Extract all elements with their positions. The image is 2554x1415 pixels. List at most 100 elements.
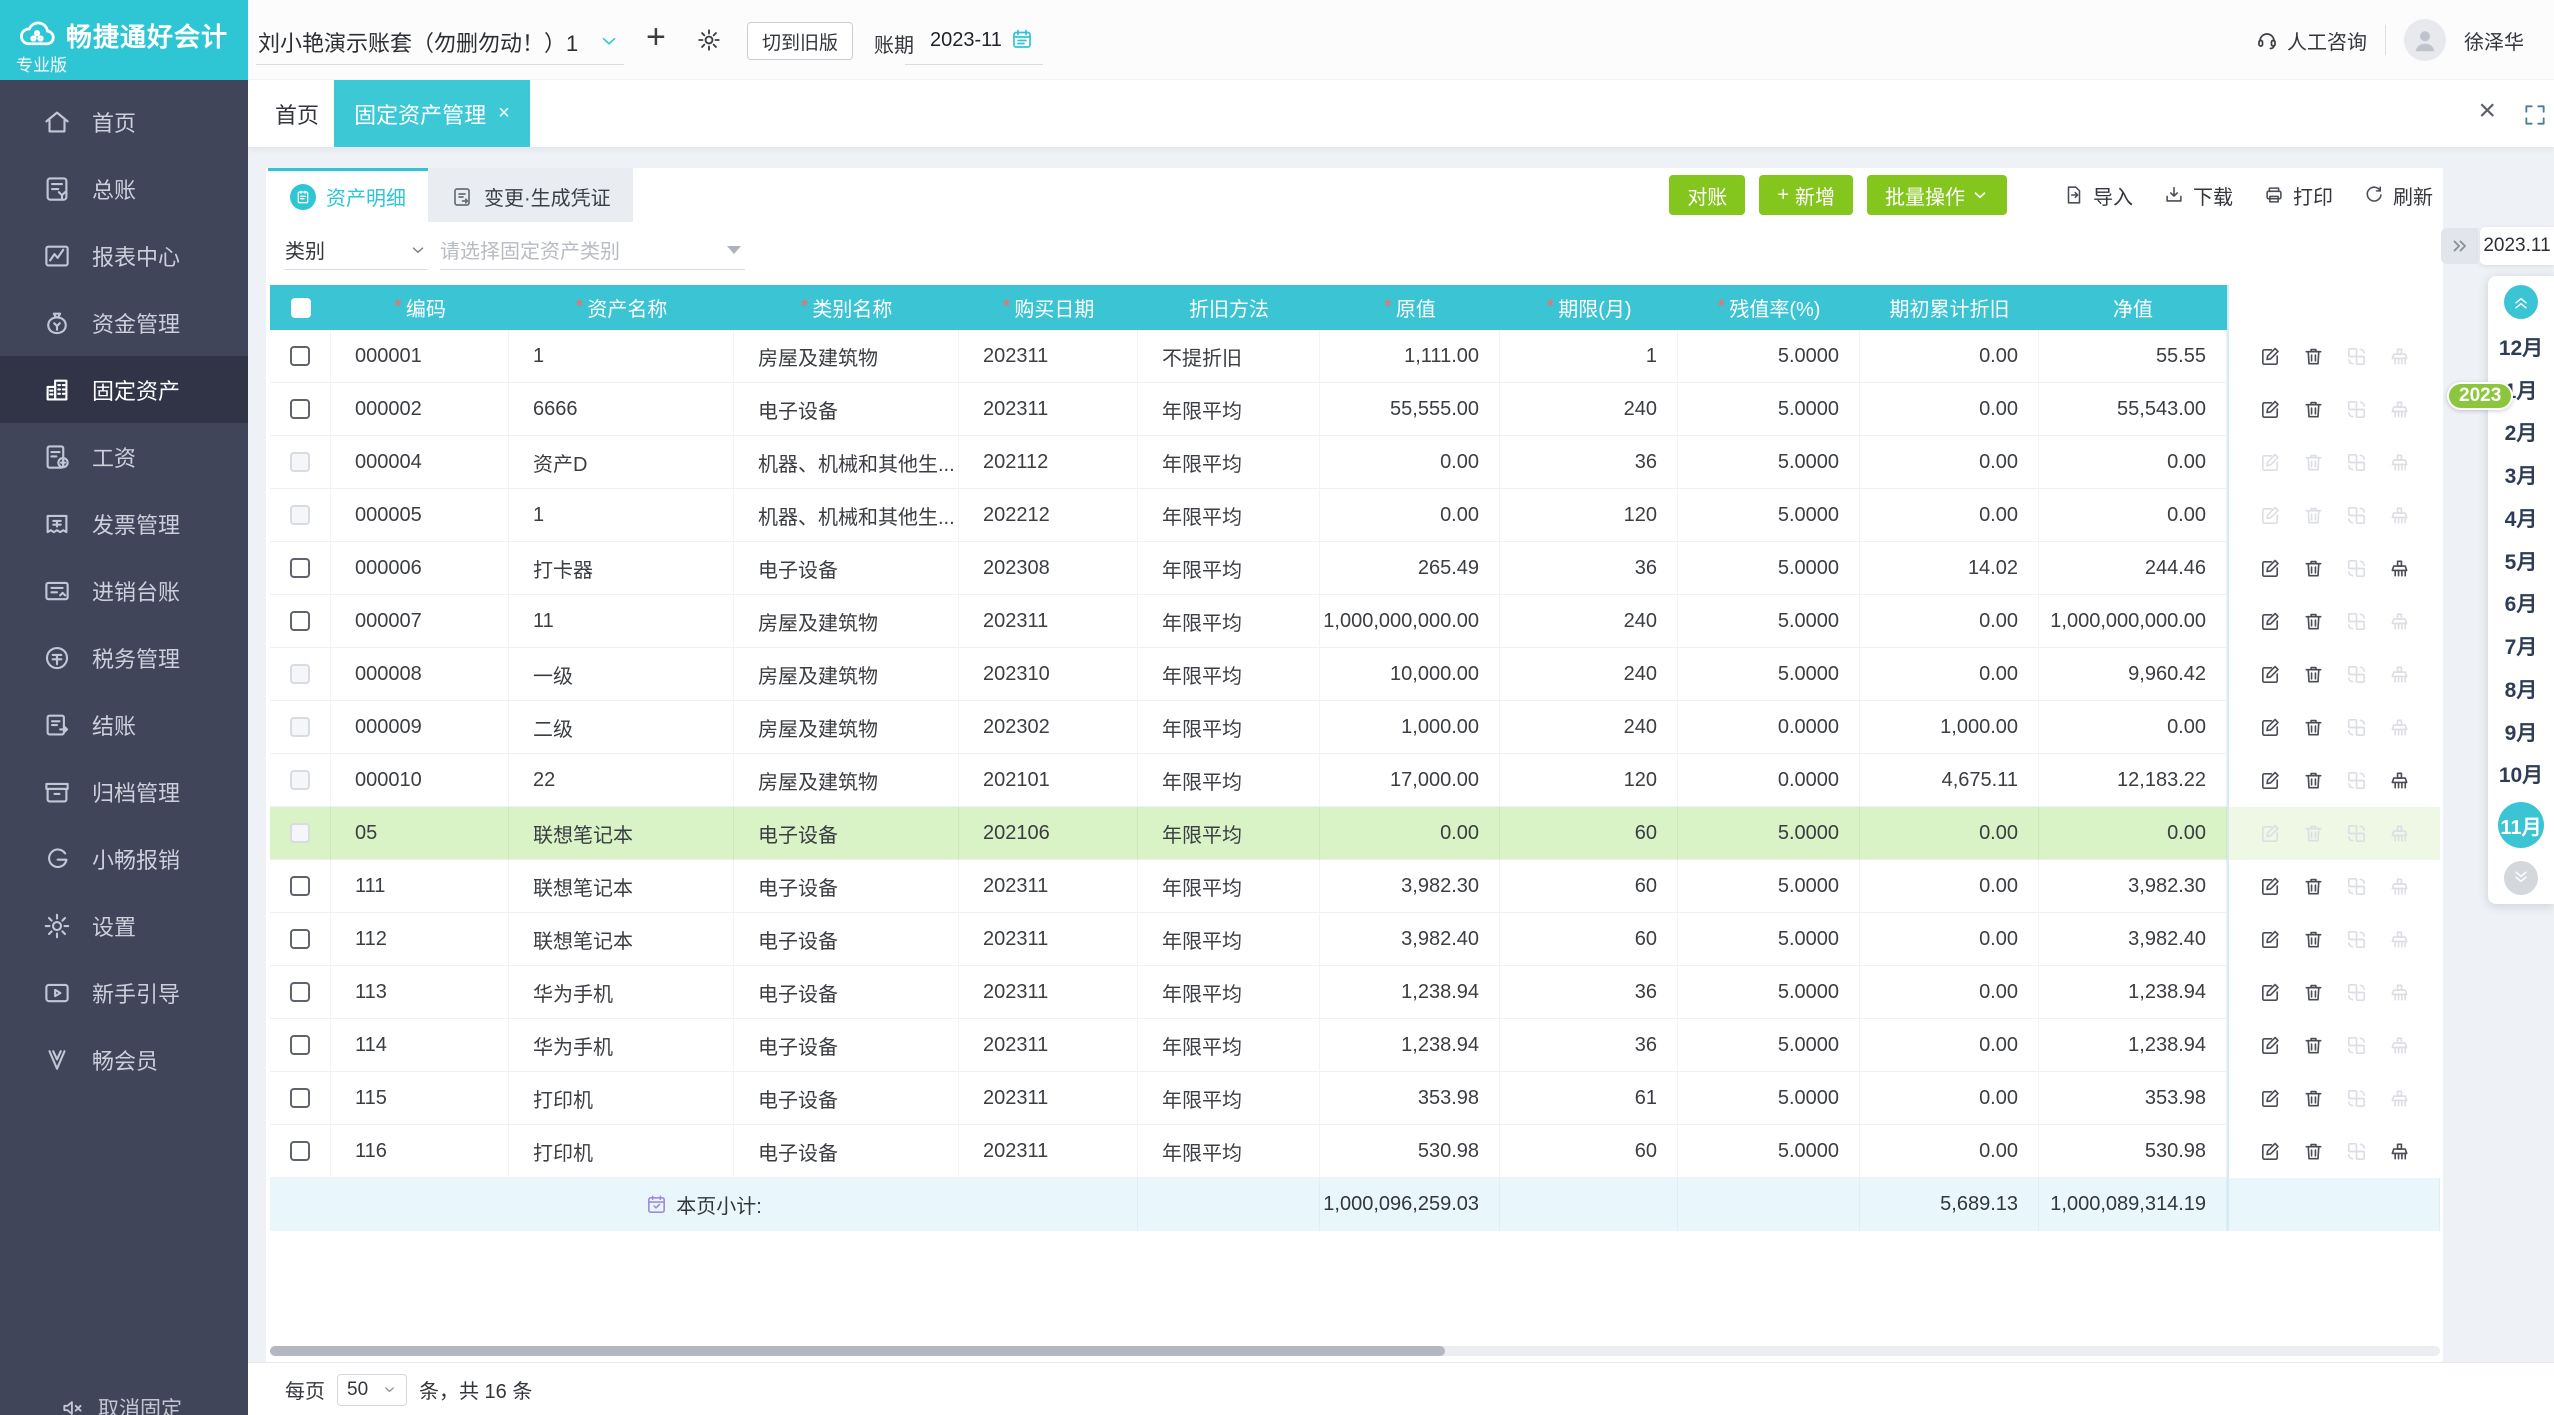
row-checkbox[interactable] (290, 399, 310, 419)
select-all-checkbox[interactable] (290, 297, 311, 318)
month-item[interactable]: 4月 (2504, 507, 2538, 531)
edit-icon[interactable] (2259, 928, 2282, 951)
edit-icon[interactable] (2259, 610, 2282, 633)
reconcile-button[interactable]: 对账 (1669, 175, 1746, 215)
account-selector[interactable]: 刘小艳演示账套（勿删勿动！）1 (258, 31, 579, 56)
sidebar-item-reimburse[interactable]: 小畅报销 (0, 825, 248, 892)
edit-icon[interactable] (2259, 398, 2282, 421)
delete-icon[interactable] (2302, 610, 2325, 633)
month-item[interactable]: 7月 (2504, 636, 2538, 660)
switch-old-version-button[interactable]: 切到旧版 (747, 22, 854, 60)
month-item[interactable]: 11月 (2498, 802, 2544, 849)
row-checkbox[interactable] (290, 558, 310, 578)
delete-icon[interactable] (2302, 345, 2325, 368)
tab-home[interactable]: 首页 (275, 102, 320, 128)
sidebar-item-member[interactable]: 畅会员 (0, 1026, 248, 1093)
refresh-button[interactable]: 刷新 (2363, 181, 2433, 210)
edit-icon[interactable] (2259, 345, 2282, 368)
delete-icon[interactable] (2302, 663, 2325, 686)
edit-icon[interactable] (2259, 769, 2282, 792)
sidebar-unpin[interactable]: 取消固定 (60, 1393, 182, 1415)
delete-icon[interactable] (2302, 1140, 2325, 1163)
calendar-next-icon[interactable] (2504, 860, 2538, 895)
delete-icon[interactable] (2302, 1034, 2325, 1057)
edit-icon[interactable] (2259, 981, 2282, 1004)
sidebar-item-report[interactable]: 报表中心 (0, 222, 248, 289)
horizontal-scrollbar-track[interactable] (270, 1346, 2440, 1356)
sidebar-item-home[interactable]: 首页 (0, 88, 248, 155)
edit-icon[interactable] (2259, 875, 2282, 898)
row-checkbox[interactable] (290, 346, 310, 366)
delete-icon[interactable] (2302, 1087, 2325, 1110)
tab-close-icon[interactable]: × (498, 102, 510, 124)
sidebar-item-guide[interactable]: 新手引导 (0, 959, 248, 1026)
sidebar-item-tax[interactable]: 税务管理 (0, 624, 248, 691)
row-checkbox[interactable] (290, 1141, 310, 1161)
tab-fixed-assets[interactable]: 固定资产管理 × (334, 80, 530, 147)
support-button[interactable]: 人工咨询 (2255, 26, 2367, 55)
sidebar-item-invoice[interactable]: 发票管理 (0, 490, 248, 557)
edit-icon[interactable] (2259, 1140, 2282, 1163)
sidebar-item-ledger[interactable]: 总账 (0, 155, 248, 222)
subtab-asset-detail[interactable]: 资产明细 (268, 168, 428, 222)
rail-period-label[interactable]: 2023.11 (2480, 227, 2554, 265)
clean-icon[interactable] (2388, 1140, 2411, 1163)
month-item[interactable]: 2月 (2504, 422, 2538, 446)
sidebar-item-trade[interactable]: 进销台账 (0, 557, 248, 624)
avatar[interactable] (2404, 19, 2446, 61)
row-checkbox[interactable] (290, 611, 310, 631)
delete-icon[interactable] (2302, 928, 2325, 951)
month-item[interactable]: 8月 (2504, 678, 2538, 702)
month-item[interactable]: 9月 (2504, 721, 2538, 745)
edit-icon[interactable] (2259, 1087, 2282, 1110)
user-name[interactable]: 徐泽华 (2464, 31, 2524, 54)
edit-icon[interactable] (2259, 557, 2282, 580)
row-checkbox[interactable] (290, 1035, 310, 1055)
add-new-button[interactable]: + 新增 (1759, 175, 1853, 215)
sidebar-item-asset[interactable]: 固定资产 (0, 356, 248, 423)
edit-icon[interactable] (2259, 716, 2282, 739)
period-value[interactable]: 2023-11 (930, 29, 1002, 51)
import-button[interactable]: 导入 (2063, 181, 2133, 210)
sidebar-item-closing[interactable]: 结账 (0, 691, 248, 758)
delete-icon[interactable] (2302, 981, 2325, 1004)
gear-icon[interactable] (696, 27, 722, 53)
calendar-icon[interactable] (1010, 27, 1034, 51)
chevron-down-icon[interactable] (598, 30, 620, 52)
month-item[interactable]: 10月 (2498, 764, 2544, 788)
sidebar-item-funds[interactable]: 资金管理 (0, 289, 248, 356)
clean-icon[interactable] (2388, 769, 2411, 792)
month-item[interactable]: 3月 (2504, 465, 2538, 489)
delete-icon[interactable] (2302, 398, 2325, 421)
sidebar-item-settings[interactable]: 设置 (0, 892, 248, 959)
delete-icon[interactable] (2302, 557, 2325, 580)
filter-category-select[interactable]: 请选择固定资产类别 (440, 230, 745, 270)
add-account-button[interactable]: + (646, 18, 666, 56)
month-item[interactable]: 6月 (2504, 593, 2538, 617)
edit-icon[interactable] (2259, 1034, 2282, 1057)
delete-icon[interactable] (2302, 769, 2325, 792)
delete-icon[interactable] (2302, 716, 2325, 739)
subtab-change-voucher[interactable]: 变更·生成凭证 (428, 168, 633, 222)
row-checkbox[interactable] (290, 982, 310, 1002)
horizontal-scrollbar-thumb[interactable] (270, 1346, 1445, 1356)
sidebar-item-salary[interactable]: 工资 (0, 423, 248, 490)
download-button[interactable]: 下载 (2163, 181, 2233, 210)
clean-icon[interactable] (2388, 557, 2411, 580)
row-checkbox[interactable] (290, 929, 310, 949)
row-checkbox[interactable] (290, 876, 310, 896)
delete-icon[interactable] (2302, 875, 2325, 898)
print-button[interactable]: 打印 (2263, 181, 2333, 210)
close-icon[interactable]: × (2478, 94, 2496, 127)
fullscreen-icon[interactable] (2522, 102, 2548, 128)
per-page-select[interactable]: 50 (337, 1373, 407, 1406)
batch-actions-button[interactable]: 批量操作 (1867, 175, 2007, 215)
sidebar-item-archive[interactable]: 归档管理 (0, 758, 248, 825)
month-item[interactable]: 5月 (2504, 550, 2538, 574)
calendar-prev-icon[interactable] (2504, 285, 2538, 319)
filter-field-select[interactable]: 类别 (285, 230, 427, 270)
edit-icon[interactable] (2259, 663, 2282, 686)
month-item[interactable]: 12月 (2498, 336, 2544, 360)
rail-expander[interactable] (2441, 228, 2478, 264)
row-checkbox[interactable] (290, 1088, 310, 1108)
